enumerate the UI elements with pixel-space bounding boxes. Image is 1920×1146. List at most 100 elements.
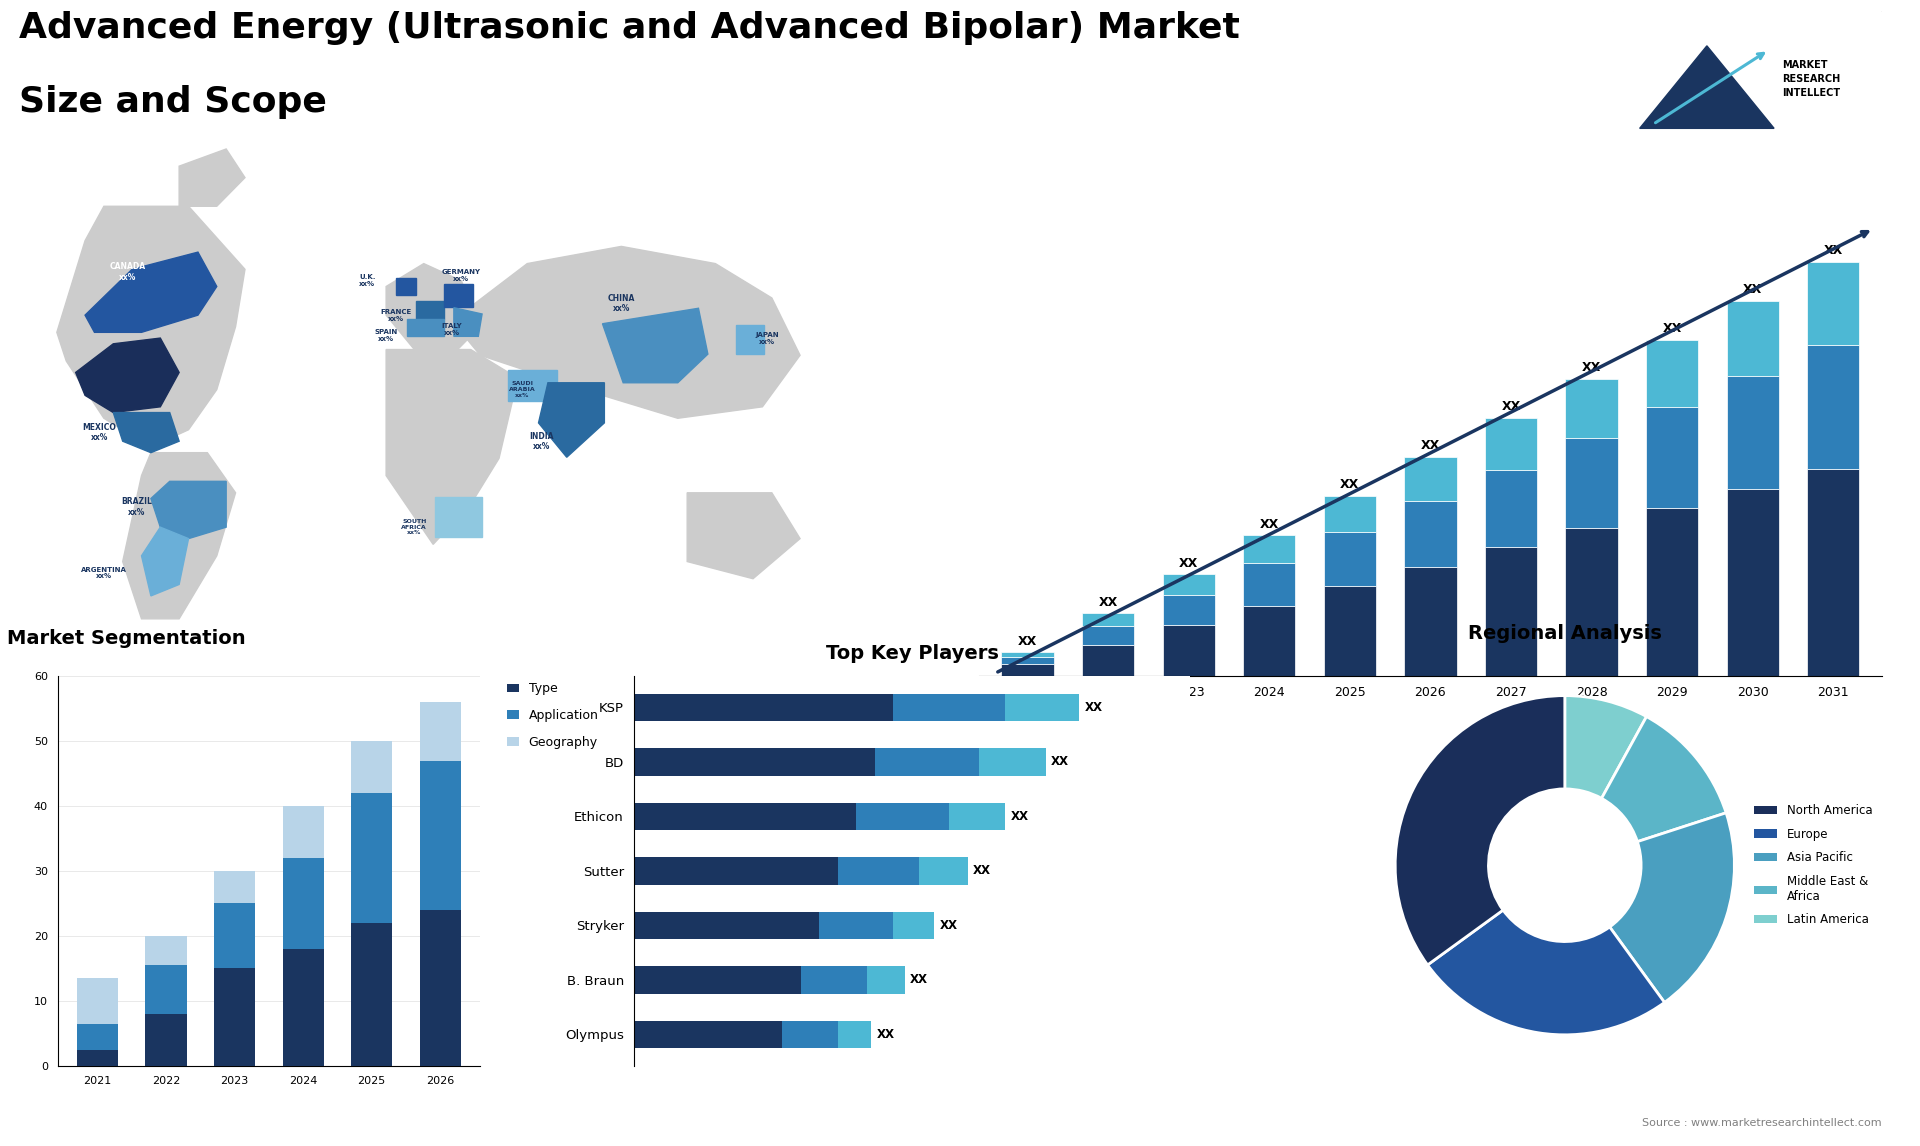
Bar (146, 1014, 186, 1066)
Polygon shape (509, 369, 557, 401)
Legend: Type, Application, Geography: Type, Application, Geography (507, 682, 599, 748)
Bar (1807, 261, 1859, 345)
Bar (420, 702, 461, 761)
Bar (1565, 439, 1619, 527)
Text: XX: XX (1179, 557, 1198, 570)
Polygon shape (152, 481, 227, 539)
Bar (213, 903, 255, 968)
Bar (282, 858, 324, 949)
Text: XX: XX (1260, 518, 1279, 531)
Text: MARKET
RESEARCH
INTELLECT: MARKET RESEARCH INTELLECT (1782, 60, 1841, 97)
Text: XX: XX (1098, 596, 1117, 609)
Text: Advanced Energy (Ultrasonic and Advanced Bipolar) Market: Advanced Energy (Ultrasonic and Advanced… (19, 11, 1240, 46)
Bar (1484, 547, 1538, 676)
Bar (146, 965, 186, 1014)
Bar (282, 949, 324, 1066)
Text: U.S.
xx%: U.S. xx% (48, 358, 67, 376)
Bar (1323, 586, 1377, 676)
Bar (634, 748, 876, 776)
Text: BRAZIL
xx%: BRAZIL xx% (121, 497, 152, 517)
Bar (1645, 407, 1699, 508)
Text: ARGENTINA
xx%: ARGENTINA xx% (81, 566, 127, 580)
Bar (1565, 379, 1619, 439)
Text: XX: XX (877, 1028, 895, 1041)
Text: XX: XX (1421, 439, 1440, 453)
Polygon shape (436, 497, 482, 537)
Text: XX: XX (1085, 701, 1102, 714)
Bar (837, 1021, 872, 1049)
Text: XX: XX (1663, 322, 1682, 336)
Wedge shape (1609, 813, 1734, 1003)
Bar (820, 912, 893, 939)
Text: JAPAN
xx%: JAPAN xx% (755, 331, 780, 345)
Bar (420, 910, 461, 1066)
Text: U.K.
xx%: U.K. xx% (359, 274, 376, 288)
Polygon shape (58, 206, 246, 447)
Text: SPAIN
xx%: SPAIN xx% (374, 329, 397, 342)
Bar (1726, 488, 1778, 676)
Bar (634, 1021, 781, 1049)
Bar (1726, 376, 1778, 488)
Bar (920, 857, 968, 885)
Text: SAUDI
ARABIA
xx%: SAUDI ARABIA xx% (509, 382, 536, 398)
Bar (1083, 645, 1135, 676)
Polygon shape (407, 320, 444, 337)
Bar (1484, 470, 1538, 547)
Polygon shape (538, 383, 605, 457)
Bar (1323, 496, 1377, 532)
Bar (213, 968, 255, 1066)
Polygon shape (451, 246, 801, 418)
Bar (1242, 606, 1296, 676)
Text: CANADA
xx%: CANADA xx% (109, 262, 146, 282)
Text: Size and Scope: Size and Scope (19, 85, 326, 118)
Bar (1004, 693, 1079, 721)
Polygon shape (1640, 46, 1774, 128)
Text: Source : www.marketresearchintellect.com: Source : www.marketresearchintellect.com (1642, 1118, 1882, 1128)
Bar (1645, 508, 1699, 676)
Bar (1565, 527, 1619, 676)
Text: MEXICO
xx%: MEXICO xx% (83, 423, 115, 442)
Bar (1645, 340, 1699, 407)
Bar (1002, 657, 1054, 665)
Bar (351, 741, 392, 793)
Bar (1807, 345, 1859, 469)
Text: FRANCE
xx%: FRANCE xx% (380, 308, 411, 322)
Bar (1404, 501, 1457, 566)
Bar (1002, 665, 1054, 676)
Polygon shape (603, 308, 708, 383)
Polygon shape (417, 301, 444, 320)
FancyBboxPatch shape (1611, 10, 1884, 150)
Bar (1002, 652, 1054, 657)
Bar (634, 693, 893, 721)
Polygon shape (396, 277, 417, 296)
Wedge shape (1428, 910, 1665, 1035)
Text: XX: XX (1582, 361, 1601, 375)
Bar (1242, 564, 1296, 606)
Polygon shape (444, 283, 472, 306)
Bar (634, 857, 837, 885)
Polygon shape (179, 149, 246, 206)
Bar (837, 857, 920, 885)
Bar (1404, 457, 1457, 501)
Bar (282, 806, 324, 858)
Bar (77, 978, 117, 1023)
Bar (1162, 574, 1215, 595)
Polygon shape (735, 325, 764, 354)
Bar (893, 912, 935, 939)
Bar (1484, 418, 1538, 470)
Bar (856, 803, 948, 830)
Polygon shape (84, 252, 217, 332)
Text: XX: XX (973, 864, 991, 878)
Bar (1162, 595, 1215, 626)
Text: XX: XX (910, 973, 927, 987)
Bar (420, 761, 461, 910)
Title: Regional Analysis: Regional Analysis (1469, 625, 1661, 643)
Text: XX: XX (1743, 283, 1763, 296)
Bar (1807, 469, 1859, 676)
Bar (213, 871, 255, 903)
Text: GERMANY
xx%: GERMANY xx% (442, 268, 480, 282)
Bar (876, 748, 979, 776)
Bar (893, 693, 1004, 721)
Polygon shape (687, 493, 801, 579)
Bar (1726, 301, 1778, 376)
